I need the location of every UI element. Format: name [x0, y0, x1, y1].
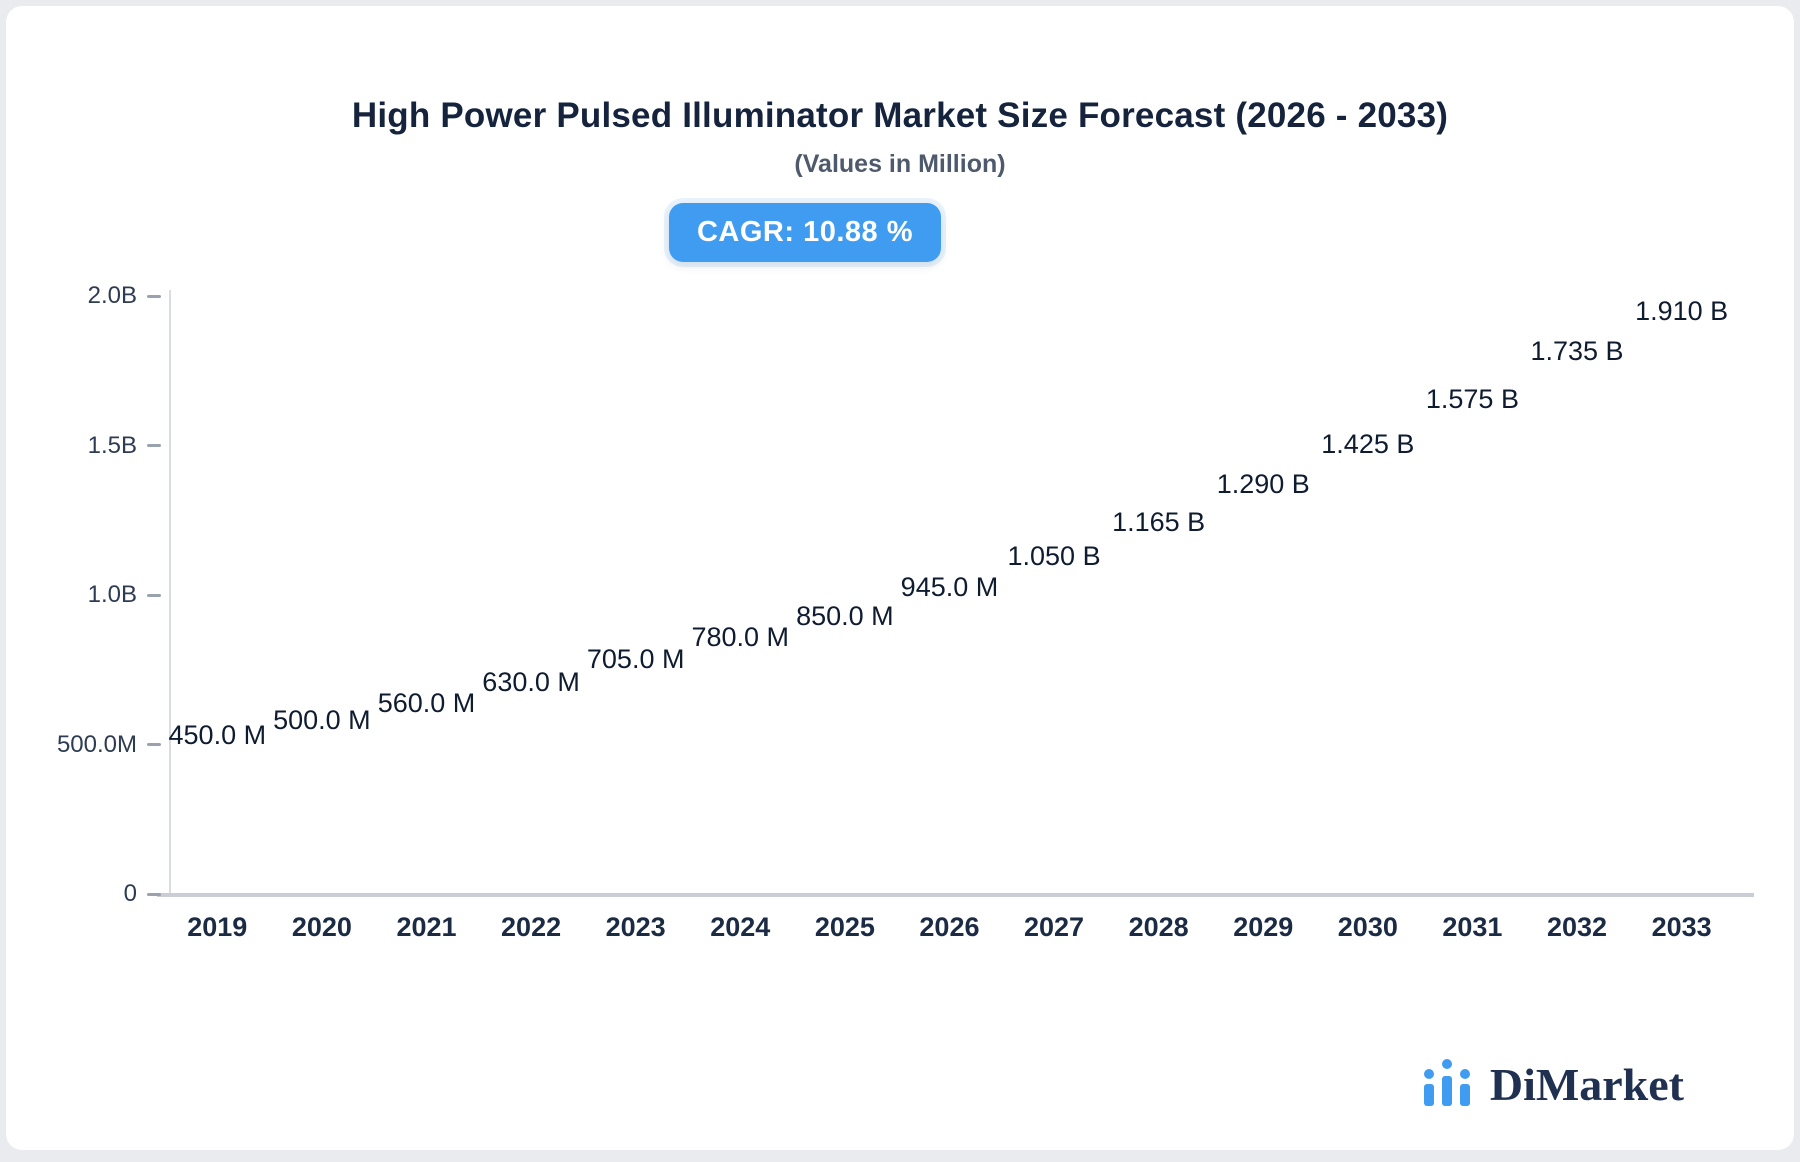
y-axis-tick-label: 1.0B [87, 581, 137, 608]
bar-slot: 450.0 M 2019 [169, 296, 278, 942]
bar-slot: 500.0 M 2020 [273, 296, 383, 942]
bar [812, 640, 894, 894]
y-axis: 2.0B 1.5B 1.0B 500.0M 0 [57, 282, 161, 907]
x-axis-label: 2020 [291, 912, 352, 942]
bar-value-label: 850.0 M [796, 601, 894, 631]
cagr-badge: CAGR: 10.88 % [668, 203, 941, 262]
bars-area: 450.0 M 2019 500.0 M 2020 560.0 M 2021 630.0 M… [169, 296, 1742, 942]
x-axis-line [157, 893, 1754, 897]
chart-title: High Power Pulsed Illuminator Market Siz… [351, 96, 1449, 135]
bar [1439, 423, 1521, 894]
bar-slot: 1.050 B 2027 [1007, 296, 1115, 942]
y-axis-tick-label: 2.0B [87, 282, 137, 309]
bar-value-label: 450.0 M [168, 720, 267, 750]
bar-slot: 1.165 B 2028 [1112, 296, 1219, 942]
bar-value-label: 1.910 B [1635, 296, 1729, 326]
brand-name: DiMarket [1489, 1059, 1684, 1110]
bar-slot: 1.575 B 2031 [1425, 296, 1533, 942]
y-axis-tick-label: 1.5B [87, 431, 137, 459]
bar-slot: 1.735 B 2032 [1530, 296, 1638, 942]
bar-slot: 945.0 M 2026 [901, 296, 1010, 942]
x-axis-label: 2026 [919, 912, 980, 942]
bar-value-label: 1.050 B [1007, 541, 1101, 571]
bar [603, 683, 685, 894]
bar [1544, 375, 1626, 894]
bar-slot: 1.425 B 2030 [1321, 296, 1429, 942]
x-axis-label: 2022 [501, 912, 562, 942]
bar [393, 727, 475, 894]
bar [707, 661, 789, 894]
y-axis-tick: 500.0M [57, 731, 161, 759]
bar-chart: 2.0B 1.5B 1.0B 500.0M 0 450.0 M 2019 500.0 M 20… [57, 256, 1754, 958]
chart-subtitle: (Values in Million) [794, 150, 1006, 178]
x-axis-label: 2030 [1337, 912, 1398, 942]
x-axis-label: 2029 [1233, 912, 1294, 942]
y-axis-line [169, 290, 171, 895]
bar [289, 744, 371, 894]
tick-mark [147, 294, 161, 298]
bar [1649, 335, 1731, 894]
y-axis-tick: 2.0B [88, 282, 161, 310]
bar-value-label: 1.425 B [1321, 429, 1415, 459]
x-axis-label: 2025 [814, 912, 875, 942]
bar-value-label: 705.0 M [586, 644, 685, 674]
y-axis-tick: 1.0B [88, 581, 161, 609]
bar-slot: 1.290 B 2029 [1216, 296, 1324, 942]
x-axis-label: 2024 [710, 912, 771, 942]
bar-value-label: 560.0 M [377, 688, 476, 718]
x-axis-label: 2027 [1024, 912, 1085, 942]
bar-slot: 630.0 M 2022 [482, 296, 592, 942]
tick-mark [147, 593, 161, 597]
bar-value-label: 630.0 M [482, 667, 580, 697]
x-axis-label: 2019 [187, 912, 248, 942]
bar [916, 611, 998, 894]
bar-slot: 850.0 M 2025 [796, 296, 906, 942]
y-axis-tick: 0 [124, 880, 161, 908]
bar [1021, 580, 1103, 894]
y-axis-tick-label: 0 [123, 880, 137, 907]
x-axis-label: 2033 [1651, 912, 1712, 942]
bar-slot: 560.0 M 2021 [378, 296, 487, 942]
bar-value-label: 1.735 B [1530, 336, 1624, 366]
chart-card: High Power Pulsed Illuminator Market Siz… [6, 6, 1794, 1150]
bar [1126, 546, 1208, 894]
x-axis-label: 2031 [1442, 912, 1503, 942]
brand-logo: DiMarket [1420, 1056, 1684, 1108]
x-axis-label: 2028 [1128, 912, 1189, 942]
tick-mark [147, 892, 161, 896]
tick-mark [147, 743, 161, 746]
bar-slot: 705.0 M 2023 [587, 296, 696, 942]
bar-value-label: 1.290 B [1216, 469, 1310, 499]
bar [184, 759, 266, 894]
bar-value-label: 1.575 B [1425, 384, 1519, 414]
bar-slot: 1.910 B 2033 [1635, 296, 1742, 942]
y-axis-tick: 1.5B [88, 432, 161, 460]
x-axis-label: 2021 [396, 912, 457, 942]
bar-value-label: 1.165 B [1112, 507, 1206, 537]
y-axis-tick-label: 500.0M [56, 730, 137, 758]
bar-value-label: 780.0 M [691, 622, 790, 652]
x-axis-label: 2032 [1546, 912, 1608, 942]
bar-value-label: 945.0 M [900, 572, 999, 602]
bar [1335, 468, 1417, 894]
bar-value-label: 500.0 M [273, 705, 371, 735]
bar-slot: 780.0 M 2024 [691, 296, 801, 942]
x-axis-label: 2023 [605, 912, 666, 942]
tick-mark [147, 444, 161, 447]
bar [498, 706, 580, 894]
bar [1230, 508, 1312, 894]
mini-bar-chart-icon [1420, 1056, 1476, 1108]
